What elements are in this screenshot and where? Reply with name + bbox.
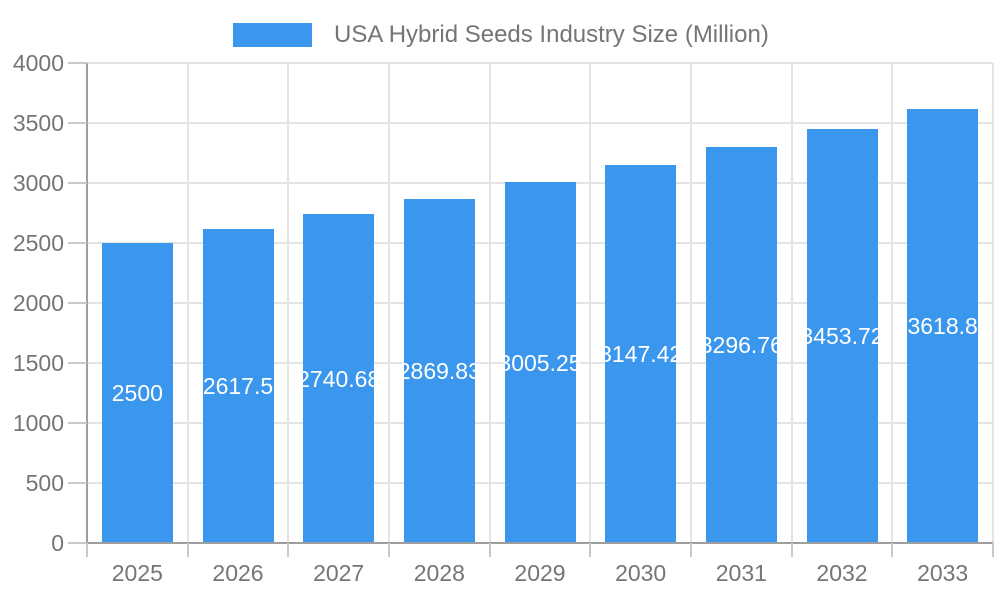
y-axis-line <box>86 63 88 557</box>
y-tick-label: 2000 <box>12 290 64 316</box>
x-gridline <box>388 63 390 543</box>
bar-2029[interactable] <box>504 182 576 543</box>
x-tick-label: 2028 <box>413 560 465 586</box>
x-gridline <box>488 63 491 543</box>
y-tick-mark <box>68 482 87 484</box>
x-tick-label: 2025 <box>111 560 163 586</box>
x-gridline <box>690 63 692 543</box>
bar-2031[interactable] <box>705 147 777 543</box>
y-tick-mark <box>68 182 87 184</box>
x-tick-label: 2030 <box>615 560 667 586</box>
y-gridline <box>87 122 993 124</box>
x-tick-mark <box>790 543 793 557</box>
x-tick-label: 2026 <box>212 560 264 586</box>
y-tick-mark <box>68 122 87 124</box>
y-tick-mark <box>68 62 87 64</box>
bar-2025[interactable] <box>101 243 173 543</box>
y-tick-mark <box>68 242 87 244</box>
y-tick-mark <box>68 302 87 304</box>
x-axis-line <box>87 542 993 544</box>
bar-2032[interactable] <box>806 128 878 543</box>
x-tick-label: 2032 <box>816 560 868 586</box>
y-tick-label: 2500 <box>12 230 64 256</box>
bar-2033[interactable] <box>907 108 979 543</box>
legend-swatch <box>233 23 312 47</box>
x-tick-label: 2031 <box>715 560 767 586</box>
x-gridline <box>891 63 894 543</box>
bar-2027[interactable] <box>303 214 375 543</box>
x-tick-mark <box>488 543 491 557</box>
x-tick-mark <box>287 543 290 557</box>
x-tick-mark <box>690 543 692 557</box>
x-tick-label: 2027 <box>313 560 365 586</box>
x-tick-label: 2033 <box>917 560 969 586</box>
x-tick-mark <box>186 543 189 557</box>
x-tick-mark <box>86 543 88 557</box>
x-gridline <box>992 63 994 543</box>
x-gridline <box>287 63 290 543</box>
y-tick-label: 3000 <box>12 170 64 196</box>
x-tick-mark <box>891 543 894 557</box>
x-gridline <box>589 63 592 543</box>
legend[interactable]: USA Hybrid Seeds Industry Size (Million) <box>233 22 769 48</box>
y-gridline <box>87 62 993 64</box>
y-tick-label: 1500 <box>12 350 64 376</box>
y-tick-label: 0 <box>51 530 64 556</box>
y-tick-mark <box>68 362 87 364</box>
x-gridline <box>186 63 189 543</box>
y-tick-label: 4000 <box>12 50 64 76</box>
bar-2028[interactable] <box>403 198 475 543</box>
x-tick-mark <box>589 543 592 557</box>
x-tick-mark <box>992 543 994 557</box>
y-tick-label: 1000 <box>12 410 64 436</box>
x-gridline <box>790 63 793 543</box>
y-tick-mark <box>68 422 87 424</box>
bar-2030[interactable] <box>605 165 677 543</box>
y-tick-mark <box>68 542 87 544</box>
x-tick-mark <box>388 543 390 557</box>
legend-label: USA Hybrid Seeds Industry Size (Million) <box>334 21 769 48</box>
bar-2026[interactable] <box>202 228 274 543</box>
x-tick-label: 2029 <box>514 560 566 586</box>
y-tick-label: 3500 <box>12 110 64 136</box>
y-tick-label: 500 <box>25 470 64 496</box>
